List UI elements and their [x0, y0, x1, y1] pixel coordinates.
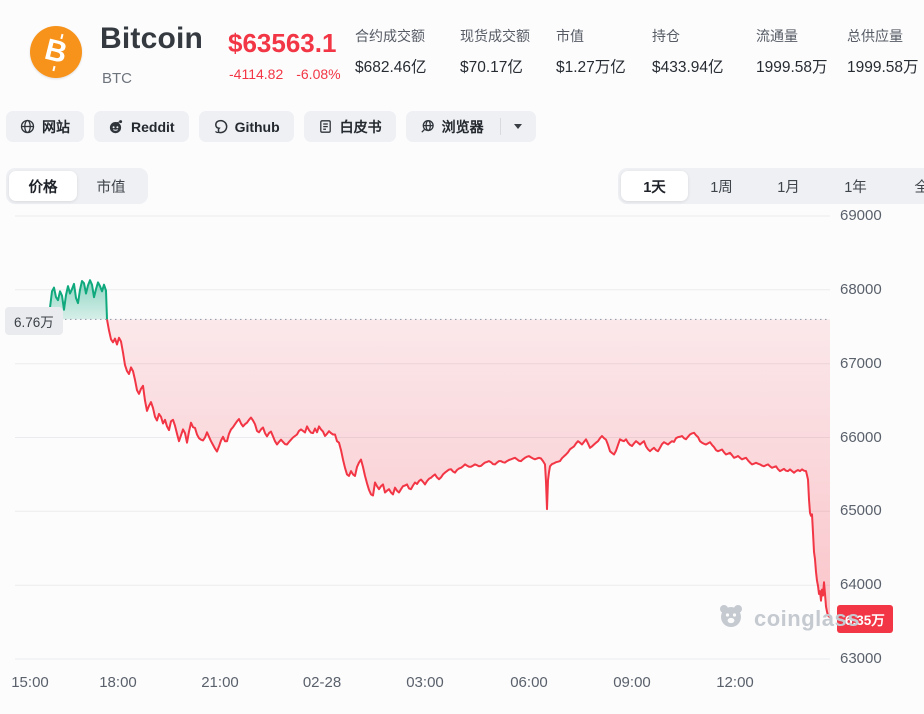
website-label: 网站 — [42, 118, 70, 135]
range-1m[interactable]: 1月 — [777, 179, 800, 196]
x-axis-label: 09:00 — [613, 674, 651, 691]
y-axis-label: 65000 — [840, 502, 882, 520]
baseline-price-label: 6.76万 — [5, 307, 63, 336]
range-1w[interactable]: 1周 — [710, 179, 733, 196]
stat-value: $682.46亿 — [355, 59, 427, 76]
coin-symbol: BTC — [102, 70, 132, 87]
stat-label: 合约成交额 — [355, 28, 425, 44]
explorer-label: 浏览器 — [441, 118, 484, 135]
current-price-badge: 6.35万 — [837, 605, 893, 634]
coinglass-logo-icon — [716, 601, 746, 636]
range-1y[interactable]: 1年 — [844, 179, 867, 196]
whitepaper-label: 白皮书 — [339, 118, 382, 135]
stat-value: $1.27万亿 — [556, 59, 626, 76]
stat-value: $433.94亿 — [652, 59, 724, 76]
range-tab-group: 1天 1周 1月 1年 全部 — [618, 168, 924, 204]
explorer-icon — [420, 119, 435, 134]
stat-market-cap: 市值 $1.27万亿 — [556, 26, 656, 77]
y-axis-label: 64000 — [840, 576, 882, 594]
change-percent: -6.08% — [296, 66, 341, 82]
coinglass-watermark-text: coinglass — [754, 605, 860, 631]
y-axis-label: 68000 — [840, 280, 882, 298]
reddit-label: Reddit — [131, 118, 175, 135]
tab-price[interactable]: 价格 — [9, 171, 77, 201]
x-axis-label: 02-28 — [302, 674, 342, 691]
y-axis-label: 67000 — [840, 354, 882, 372]
x-axis-label: 12:00 — [716, 674, 754, 691]
whitepaper-button[interactable]: 白皮书 — [303, 111, 396, 142]
github-button[interactable]: Github — [198, 111, 294, 142]
range-all[interactable]: 全部 — [914, 179, 924, 196]
coin-name: Bitcoin — [100, 22, 204, 55]
button-divider — [499, 118, 501, 135]
y-axis-label: 63000 — [840, 650, 882, 667]
y-axis-label: 69000 — [840, 207, 882, 224]
y-axis-label: 66000 — [840, 428, 882, 446]
explorer-button[interactable]: 浏览器 — [405, 111, 536, 142]
coin-change: -4114.82 -6.08% — [229, 66, 341, 82]
reddit-icon — [108, 119, 124, 134]
website-button[interactable]: 网站 — [6, 111, 84, 142]
bitcoin-logo: B — [30, 26, 82, 78]
x-axis-label: 15:00 — [11, 674, 49, 691]
chevron-down-icon[interactable] — [513, 124, 522, 129]
stat-label: 持仓 — [652, 28, 680, 44]
stat-circulating-supply: 流通量 1999.58万 — [756, 26, 856, 77]
metric-tab-group: 价格 市值 — [6, 168, 148, 204]
stat-value: 1999.58万 — [847, 59, 919, 76]
x-axis-label: 21:00 — [201, 674, 239, 691]
tab-marketcap[interactable]: 市值 — [96, 179, 126, 196]
github-label: Github — [234, 118, 280, 135]
stat-spot-volume: 现货成交额 $70.17亿 — [460, 26, 560, 77]
stat-label: 总供应量 — [847, 28, 903, 44]
external-links-row: 网站 Reddit Github — [6, 111, 536, 142]
change-absolute: -4114.82 — [229, 66, 284, 82]
stat-value: $70.17亿 — [460, 59, 523, 76]
coinglass-watermark: coinglass — [716, 601, 860, 636]
stat-total-supply: 总供应量 1999.58万 — [847, 26, 924, 77]
whitepaper-icon — [318, 119, 333, 134]
stat-label: 市值 — [556, 28, 584, 44]
globe-icon — [20, 119, 35, 134]
coin-price: $63563.1 — [228, 28, 337, 58]
x-axis-label: 03:00 — [406, 674, 444, 691]
x-axis-label: 18:00 — [99, 674, 137, 691]
price-area-down — [45, 319, 831, 619]
reddit-button[interactable]: Reddit — [94, 111, 189, 142]
price-area-up — [45, 279, 109, 320]
x-axis-label: 06:00 — [510, 674, 548, 691]
stat-label: 现货成交额 — [460, 28, 530, 44]
stat-contract-volume: 合约成交额 $682.46亿 — [355, 26, 455, 77]
stat-value: 1999.58万 — [756, 59, 828, 76]
range-1d[interactable]: 1天 — [621, 171, 688, 201]
stat-label: 流通量 — [756, 28, 798, 44]
stat-open-interest: 持仓 $433.94亿 — [652, 26, 752, 77]
github-icon — [213, 119, 228, 134]
